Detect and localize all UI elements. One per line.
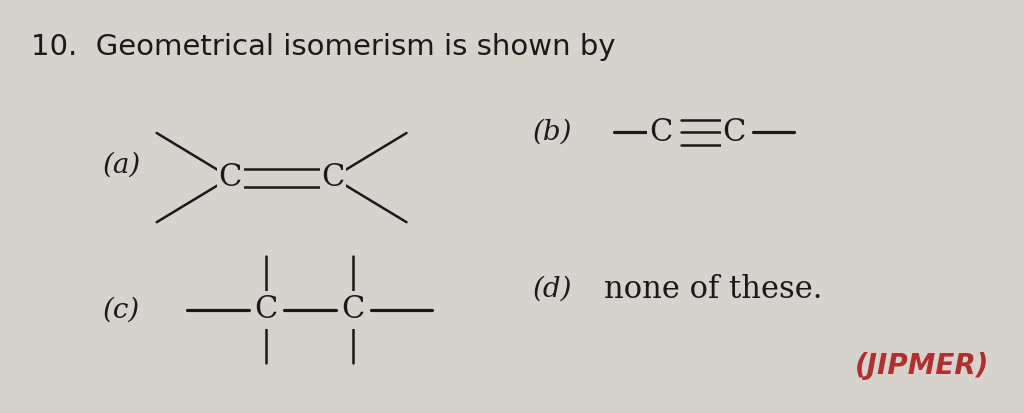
Text: 10.  Geometrical isomerism is shown by: 10. Geometrical isomerism is shown by — [31, 33, 615, 61]
Text: (c): (c) — [102, 296, 139, 323]
Text: (JIPMER): (JIPMER) — [854, 352, 989, 380]
Text: C: C — [219, 162, 242, 193]
Text: (d): (d) — [532, 275, 572, 303]
Text: C: C — [322, 162, 344, 193]
Text: (a): (a) — [102, 152, 140, 179]
Text: C: C — [255, 294, 278, 325]
Text: C: C — [649, 116, 672, 148]
Text: none of these.: none of these. — [604, 273, 822, 305]
Text: C: C — [723, 116, 745, 148]
Text: (b): (b) — [532, 119, 572, 146]
Text: C: C — [342, 294, 365, 325]
